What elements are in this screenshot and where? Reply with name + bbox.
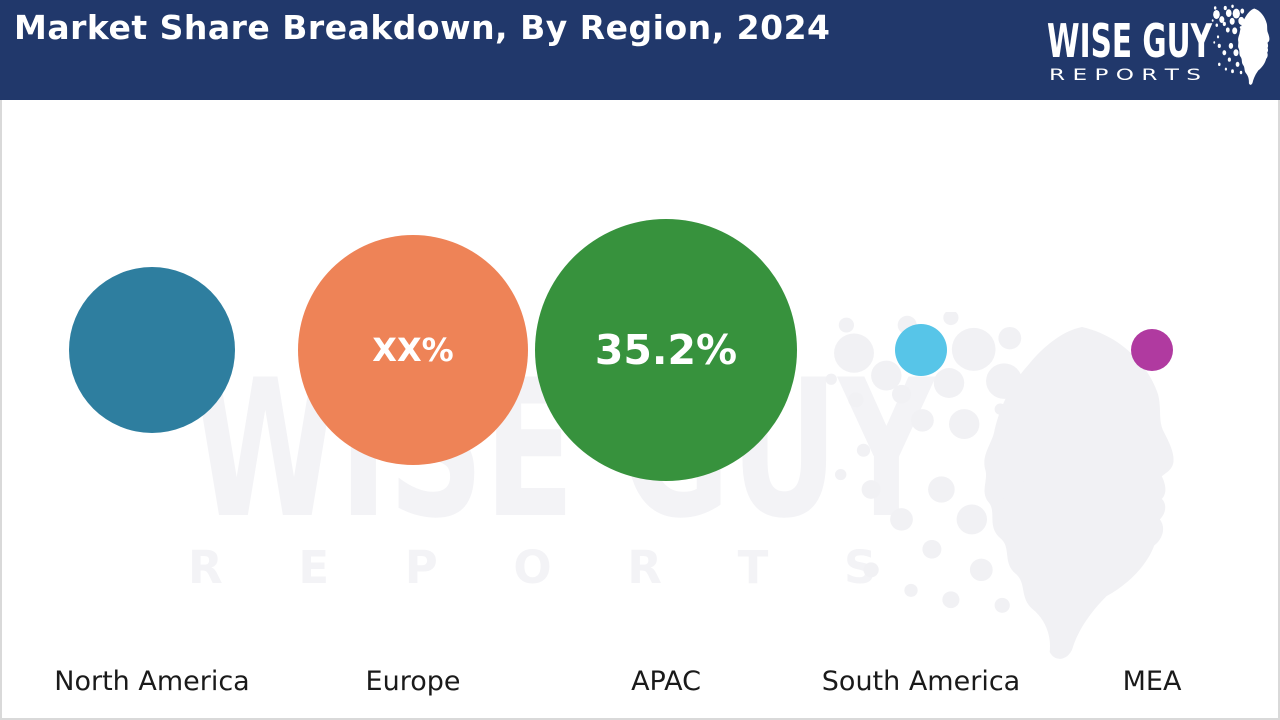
- watermark-subtext: R E P O R T S: [188, 541, 907, 594]
- page-title: Market Share Breakdown, By Region, 2024: [14, 8, 831, 47]
- bubble-value-apac: 35.2%: [594, 326, 738, 374]
- wise-guy-reports-logo: WISE GUY R E P O R T S: [1047, 4, 1270, 85]
- logo-head-icon: [1211, 4, 1270, 85]
- region-label-apac: APAC: [631, 666, 701, 697]
- bubble-apac: 35.2%: [535, 219, 797, 481]
- bubble-value-europe: XX%: [372, 331, 454, 369]
- head-watermark: [825, 312, 1174, 659]
- bubble-north-america: [69, 267, 235, 433]
- bubble-europe: XX%: [298, 235, 528, 465]
- bubble-mea: [1131, 329, 1173, 371]
- logo-wordmark: WISE GUY: [1047, 14, 1212, 68]
- region-label-north-america: North America: [54, 666, 250, 697]
- header-bar: Market Share Breakdown, By Region, 2024 …: [0, 0, 1280, 100]
- region-label-mea: MEA: [1122, 666, 1182, 697]
- bubble-south-america: [895, 324, 947, 376]
- region-label-europe: Europe: [365, 666, 461, 697]
- logo-subtext: R E P O R T S: [1049, 65, 1201, 84]
- region-label-south-america: South America: [821, 666, 1021, 697]
